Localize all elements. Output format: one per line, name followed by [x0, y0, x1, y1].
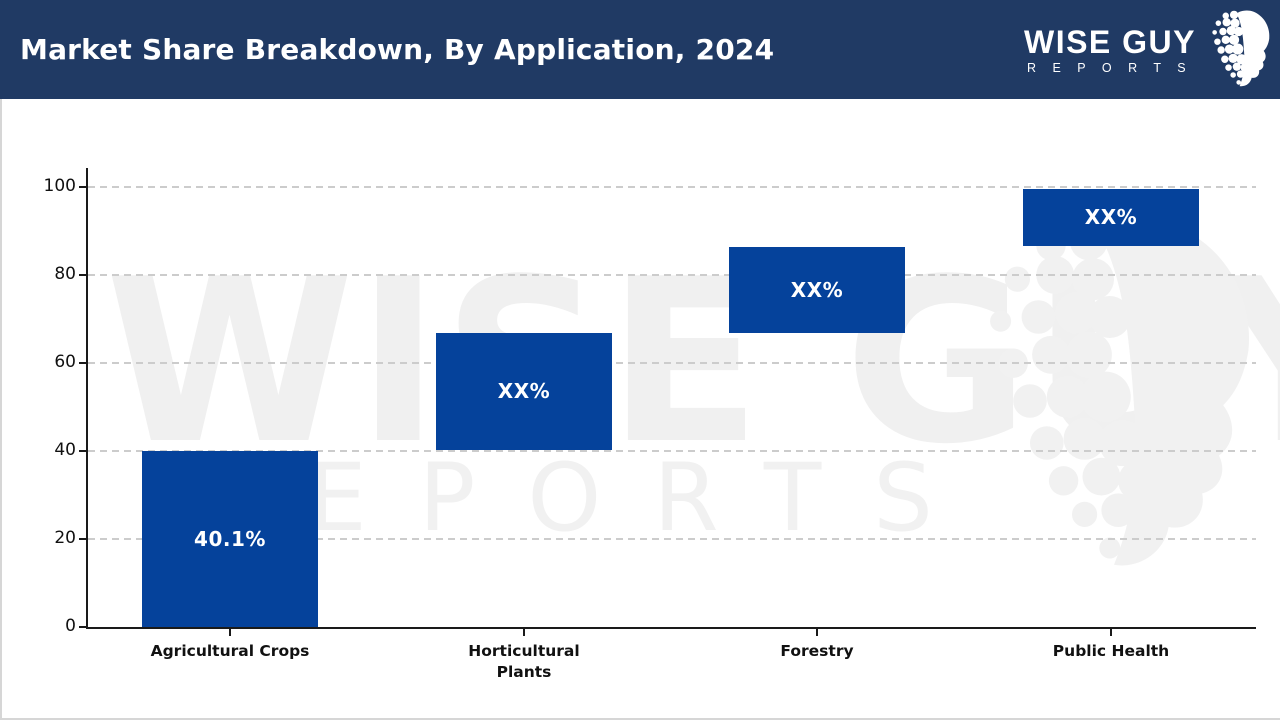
x-axis-label: Public Health [1052, 642, 1170, 660]
y-tick-label: 40 [54, 440, 76, 460]
page-left-border [0, 99, 2, 720]
logo-text: WISE GUY R E P O R T S [1024, 26, 1196, 75]
bar-value-label: XX% [1084, 205, 1138, 230]
y-tick-mark [79, 186, 87, 188]
chart-title: Market Share Breakdown, By Application, … [20, 33, 775, 66]
x-tick-mark [229, 627, 231, 636]
header-band: Market Share Breakdown, By Application, … [0, 0, 1280, 99]
y-tick-label: 80 [54, 264, 76, 284]
bar-agricultural-crops: 40.1% [142, 450, 318, 627]
x-tick-mark [1110, 627, 1112, 636]
x-axis-label: Agricultural Crops [150, 642, 310, 660]
y-tick-mark [79, 362, 87, 364]
bar-value-label: XX% [497, 379, 551, 404]
gridline [88, 538, 1256, 540]
wiseguy-logo: WISE GUY R E P O R T S [1024, 6, 1272, 94]
y-tick-label: 20 [54, 528, 76, 548]
x-axis-spine [86, 627, 1256, 629]
logo-reports-text: R E P O R T S [1026, 60, 1193, 75]
y-tick-mark [79, 450, 87, 452]
bar-forestry: XX% [729, 246, 905, 334]
y-tick-mark [79, 274, 87, 276]
x-tick-mark [523, 627, 525, 636]
y-tick-mark [79, 626, 87, 628]
logo-head-icon [1212, 10, 1270, 87]
y-tick-label: 100 [43, 176, 76, 196]
gridline [88, 362, 1256, 364]
bar-horticultural-plants: XX% [436, 332, 612, 450]
logo-wiseguy-text: WISE GUY [1023, 23, 1196, 60]
bar-value-label: XX% [790, 277, 844, 302]
y-tick-label: 0 [65, 616, 76, 636]
x-tick-mark [816, 627, 818, 636]
y-tick-label: 60 [54, 352, 76, 372]
gridline [88, 274, 1256, 276]
page-bottom-border [0, 718, 1280, 720]
bar-public-health: XX% [1023, 188, 1199, 246]
x-axis-label: Forestry [780, 642, 854, 660]
gridline [88, 450, 1256, 452]
y-tick-mark [79, 538, 87, 540]
x-axis-label: Horticultural Plants [468, 642, 580, 681]
bar-value-label: 40.1% [194, 526, 266, 551]
gridline [88, 186, 1256, 188]
y-axis-spine [86, 168, 88, 629]
